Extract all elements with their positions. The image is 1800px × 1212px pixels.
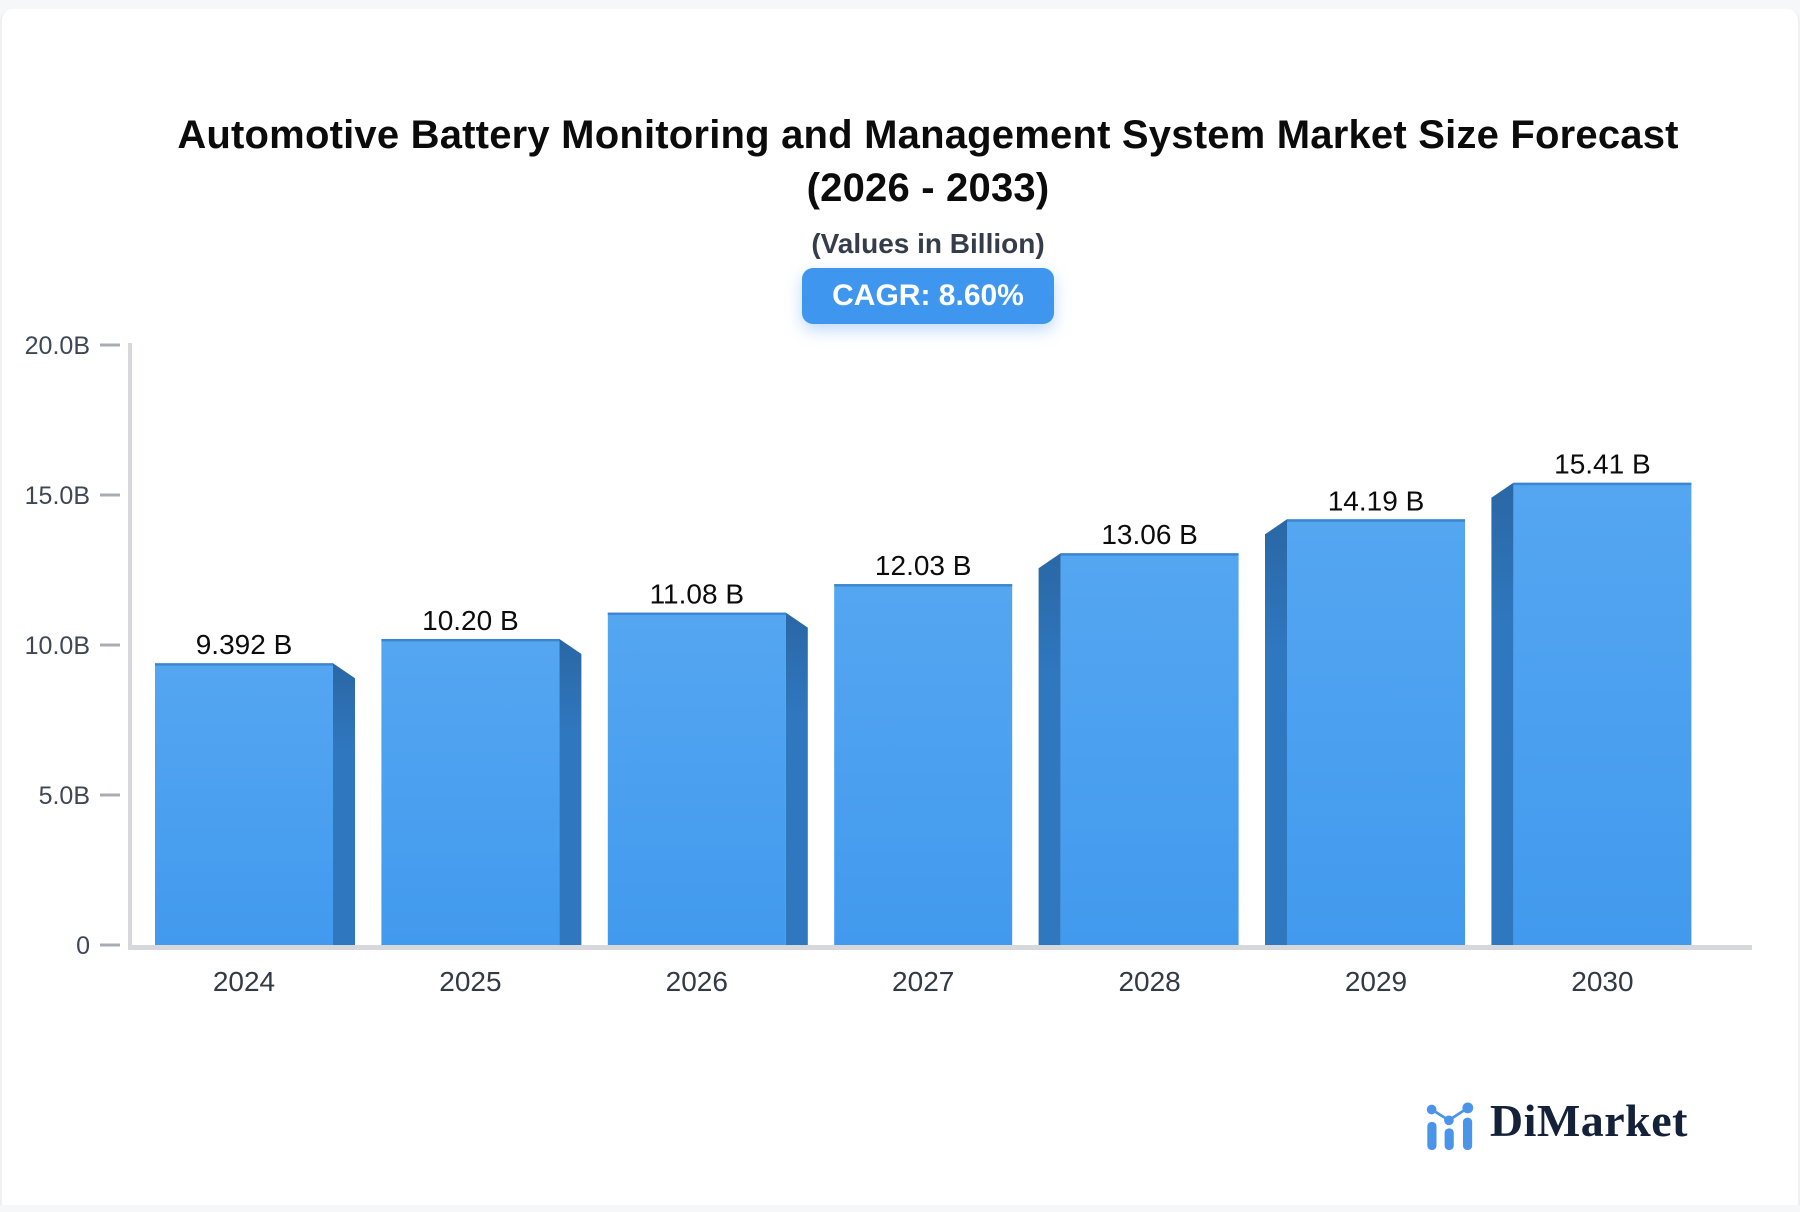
bar-side-right: [333, 663, 355, 945]
y-tick-label: 20.0B: [25, 332, 90, 360]
bar-side-right: [559, 639, 582, 945]
bar-face: [1287, 519, 1465, 945]
cagr-badge: CAGR: 8.60%: [802, 268, 1054, 324]
bar-2029: 14.19 B: [1265, 485, 1465, 945]
brand-logo: DiMarket: [1423, 1092, 1688, 1150]
bar-face: [834, 584, 1013, 945]
chart-subtitle: (Values in Billion): [811, 228, 1045, 259]
y-tick-label: 10.0B: [25, 632, 90, 660]
chart-title-line1: Automotive Battery Monitoring and Manage…: [177, 113, 1679, 157]
bar-side-left: [1265, 519, 1287, 945]
y-axis-ticks: 0 5.0B 10.0B 15.0B 20.0B: [25, 332, 120, 960]
bar-face: [155, 663, 333, 945]
logo-text: DiMarket: [1489, 1095, 1688, 1146]
bar-value-label: 14.19 B: [1328, 485, 1425, 516]
x-axis-label: 2024: [213, 966, 275, 997]
chart-title-line2: (2026 - 2033): [806, 166, 1050, 210]
bar-2026: 11.08 B: [607, 579, 808, 945]
bar-face: [1060, 553, 1239, 945]
bar-2025: 10.20 B: [381, 605, 582, 945]
bar-2027: 12.03 B: [834, 550, 1013, 945]
bar-side-left: [1038, 553, 1061, 945]
bar-value-label: 11.08 B: [650, 579, 744, 610]
y-tick-label: 15.0B: [25, 482, 90, 510]
bar-face: [381, 639, 560, 945]
chart-header: Automotive Battery Monitoring and Manage…: [56, 109, 1800, 324]
x-axis-label: 2027: [892, 966, 954, 997]
bar-value-label: 9.392 B: [196, 629, 293, 660]
y-tick-label: 0: [76, 932, 90, 960]
bar-face: [607, 612, 786, 945]
bar-chart-logo-icon: [1426, 1102, 1474, 1150]
bar-value-label: 15.41 B: [1554, 449, 1651, 480]
bar-2030: 15.41 B: [1491, 449, 1692, 945]
x-axis-label: 2028: [1118, 966, 1180, 997]
bar-value-label: 10.20 B: [422, 605, 519, 636]
x-axis-label: 2029: [1345, 966, 1407, 997]
bar-face: [1513, 482, 1692, 945]
bar-2028: 13.06 B: [1038, 519, 1239, 945]
bars-group: 9.392 B 2024 10.20 B 2025 11.08 B 2026 12.03 B…: [155, 449, 1692, 997]
x-axis-label: 2025: [439, 966, 501, 997]
y-tick-label: 5.0B: [39, 782, 90, 810]
bar-side-right: [785, 612, 808, 945]
bar-value-label: 13.06 B: [1101, 519, 1198, 550]
bar-value-label: 12.03 B: [875, 550, 972, 581]
bar-side-left: [1491, 482, 1514, 945]
x-axis-label: 2026: [666, 966, 728, 997]
bar-2024: 9.392 B: [155, 629, 355, 945]
x-axis-label: 2030: [1571, 966, 1633, 997]
